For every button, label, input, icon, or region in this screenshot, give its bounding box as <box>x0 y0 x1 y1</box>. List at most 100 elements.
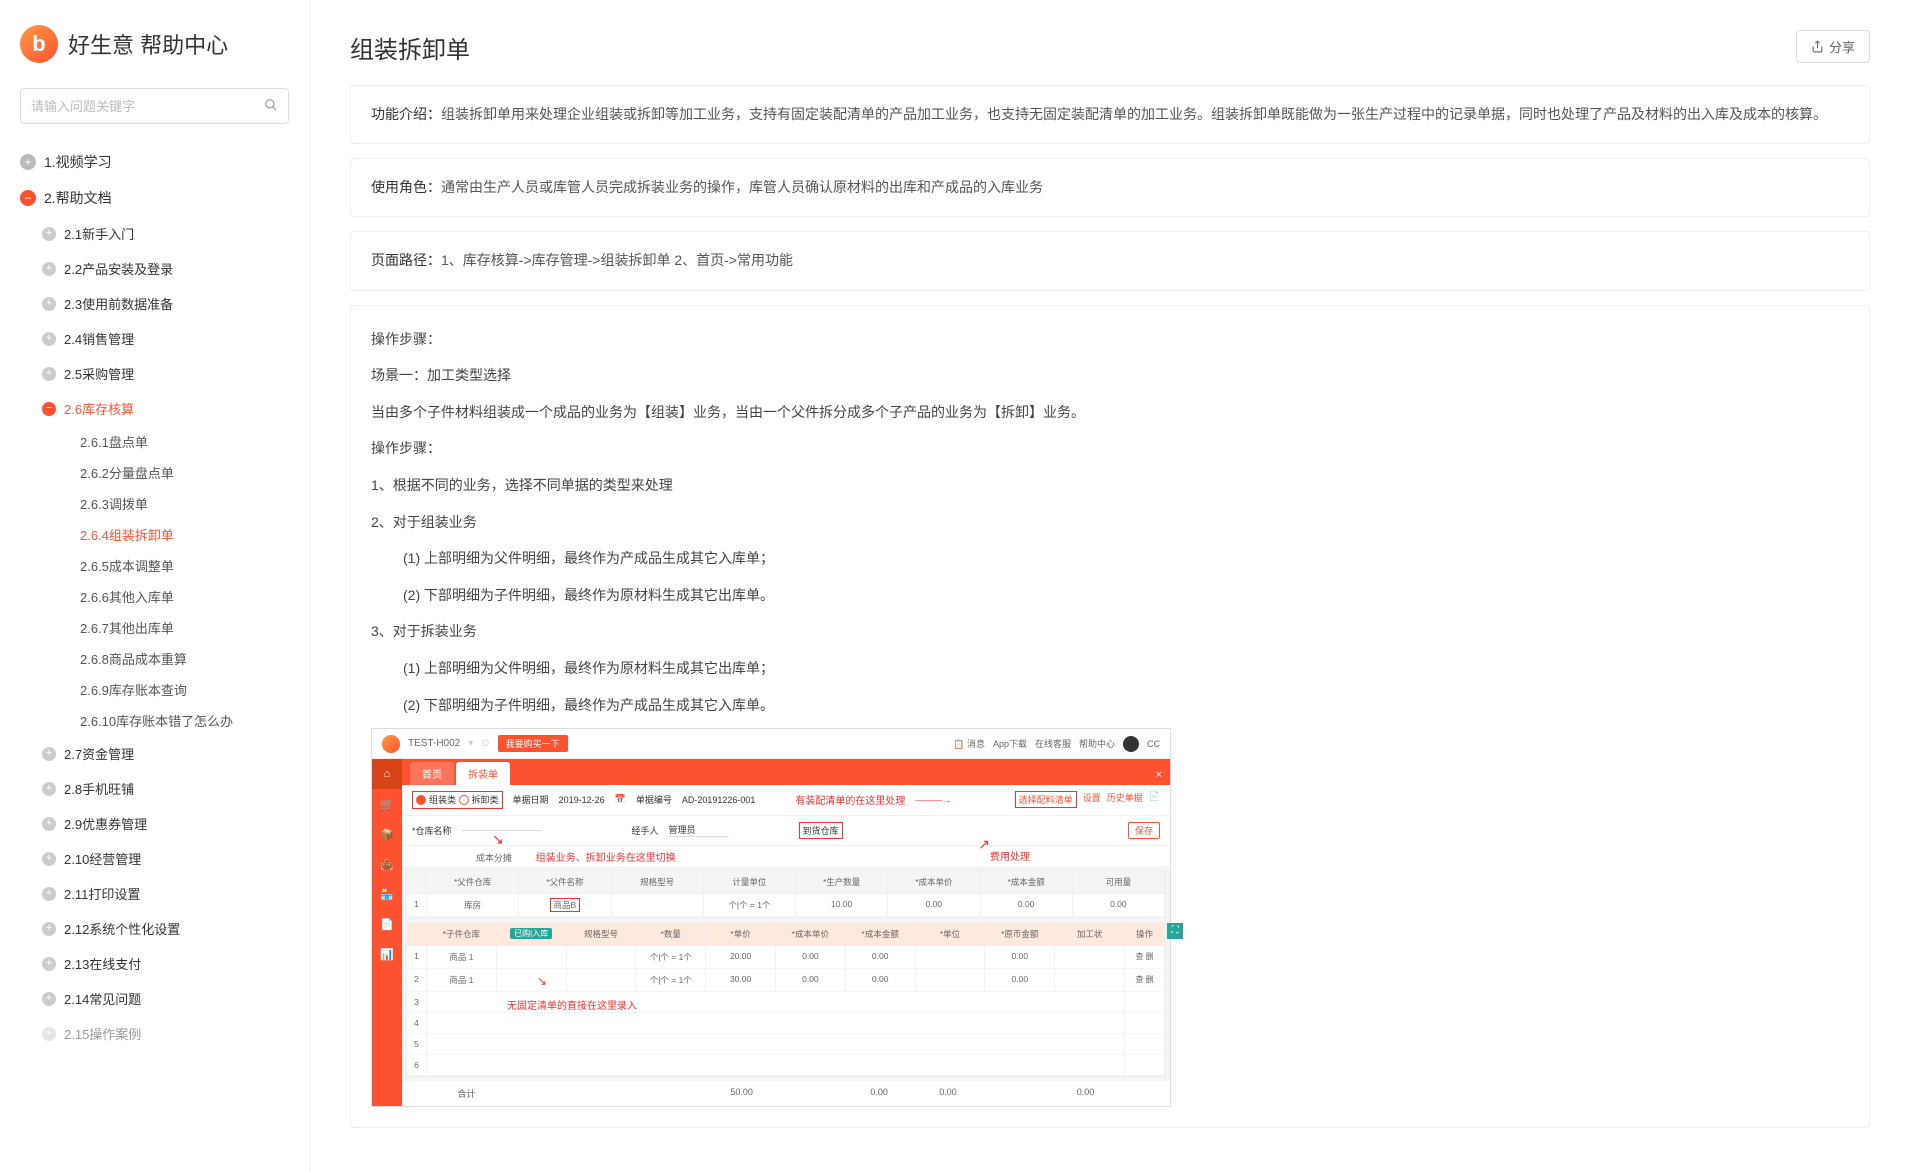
ss-save-btn: 保存 <box>1128 822 1160 839</box>
nav-l2-install[interactable]: +2.2产品安装及登录 <box>20 251 289 286</box>
ss-td <box>497 946 567 968</box>
ss-th: 规格型号 <box>612 871 704 893</box>
ss-help-link: 帮助中心 <box>1079 737 1115 750</box>
nav-l3-item[interactable]: 2.6.8商品成本重算 <box>20 643 289 674</box>
ss-th: 已购|入库 <box>497 923 567 945</box>
ss-td: 个|个 = 1个 <box>636 946 706 968</box>
nav-label: 2.6.2分量盘点单 <box>80 463 174 482</box>
ss-th: *单位 <box>916 923 986 945</box>
ss-box-icon: 📦 <box>372 819 402 849</box>
nav-label: 2.8手机旺铺 <box>64 779 134 798</box>
nav-label: 2.10经营管理 <box>64 849 141 868</box>
ss-td: 0.00 <box>888 894 980 916</box>
nav-label: 2.6.1盘点单 <box>80 432 148 451</box>
nav-l3-item[interactable]: 2.6.10库存账本错了怎么办 <box>20 705 289 736</box>
intro-box: 功能介绍：组装拆卸单用来处理企业组装或拆卸等加工业务，支持有固定装配清单的产品加… <box>350 85 1870 144</box>
nav-l1-video[interactable]: + 1.视频学习 <box>20 144 289 180</box>
share-button[interactable]: 分享 <box>1796 30 1870 63</box>
nav-l2-prep[interactable]: +2.3使用前数据准备 <box>20 286 289 321</box>
ss-test-id: TEST-H002 <box>408 738 460 749</box>
nav-l3-item[interactable]: 2.6.9库存账本查询 <box>20 674 289 705</box>
ss-annotation-1: 有装配清单的在这里处理 <box>795 792 905 807</box>
ss-th: *子件仓库 <box>427 923 497 945</box>
ss-td: 0.00 <box>985 969 1055 991</box>
nav-l2-newbie[interactable]: +2.1新手入门 <box>20 216 289 251</box>
ss-foot: 0.00 <box>914 1087 983 1100</box>
search-icon[interactable] <box>264 98 278 115</box>
nav-l2-cases[interactable]: +2.15操作案例 <box>20 1016 289 1051</box>
step-heading: 操作步骤： <box>371 435 1849 462</box>
ss-form-row-1: 组装类 拆卸类 单据日期 2019-12-26 📅 单据编号 AD-201912… <box>402 785 1170 816</box>
ss-td <box>567 946 637 968</box>
ss-td: 6 <box>407 1055 427 1075</box>
ss-th <box>407 871 427 893</box>
ss-td <box>497 969 567 991</box>
ss-handler-label: 经手人 <box>632 824 659 837</box>
nav-l3-item[interactable]: 2.6.7其他出库单 <box>20 612 289 643</box>
plus-icon: + <box>42 332 56 346</box>
ss-date-value: 2019-12-26 <box>559 795 605 805</box>
nav-l3-item[interactable]: 2.6.6其他入库单 <box>20 581 289 612</box>
nav-l3-item[interactable]: 2.6.1盘点单 <box>20 426 289 457</box>
nav-l2-pay[interactable]: +2.13在线支付 <box>20 946 289 981</box>
ss-td: 30.00 <box>706 969 776 991</box>
plus-icon: + <box>42 367 56 381</box>
ss-th: 计量单位 <box>704 871 796 893</box>
ss-parent-table: *父件仓库 *父件名称 规格型号 计量单位 *生产数量 *成本单价 *成本金额 … <box>406 870 1166 918</box>
nav-l2-sales[interactable]: +2.4销售管理 <box>20 321 289 356</box>
search-input[interactable] <box>31 99 264 114</box>
ss-th: 可用量 <box>1073 871 1165 893</box>
ss-th: *成本金额 <box>846 923 916 945</box>
ss-buy-button: 我要购买一下 <box>498 735 568 752</box>
nav-l2-system[interactable]: +2.12系统个性化设置 <box>20 911 289 946</box>
share-label: 分享 <box>1829 37 1855 56</box>
ss-foot: 合计 <box>432 1087 501 1100</box>
nav-label: 2.帮助文档 <box>44 188 112 208</box>
nav-l1-docs[interactable]: − 2.帮助文档 <box>20 180 289 216</box>
nav-l2-mobile[interactable]: +2.8手机旺铺 <box>20 771 289 806</box>
embedded-screenshot: TEST-H002 ▾ ⊙ 我要购买一下 📋 消息 App下载 在线客服 帮助中… <box>371 728 1171 1107</box>
ss-annotation-2: 组装业务、拆卸业务在这里切换 <box>536 853 676 864</box>
ss-setting-link: 设置 <box>1083 791 1101 808</box>
ss-td: 1 <box>407 946 427 968</box>
plus-icon: + <box>42 957 56 971</box>
plus-icon: + <box>42 817 56 831</box>
plus-icon: + <box>42 297 56 311</box>
ss-annot-row: 成本分摊 组装业务、拆卸业务在这里切换 ↘ 费用处理 ↗ <box>402 846 1170 866</box>
nav-label: 2.6.6其他入库单 <box>80 587 174 606</box>
nav-l2-print[interactable]: +2.11打印设置 <box>20 876 289 911</box>
nav-l3-item-active[interactable]: 2.6.4组装拆卸单 <box>20 519 289 550</box>
ss-sidebar: ⌂ 🛒 📦 👜 🏪 📄 📊 <box>372 759 402 1106</box>
ss-td: 个|个 = 1个 <box>636 969 706 991</box>
ss-topbar: TEST-H002 ▾ ⊙ 我要购买一下 📋 消息 App下载 在线客服 帮助中… <box>372 729 1170 759</box>
nav-label: 2.1新手入门 <box>64 224 134 243</box>
nav-l2-fund[interactable]: +2.7资金管理 <box>20 736 289 771</box>
ss-foot: 0.00 <box>1051 1087 1120 1100</box>
ss-td: 个|个 = 1个 <box>704 894 796 916</box>
ss-cart-icon: 🛒 <box>372 789 402 819</box>
ss-store-icon: 🏪 <box>372 879 402 909</box>
brand-title: 好生意 帮助中心 <box>68 28 228 60</box>
nav-label: 2.4销售管理 <box>64 329 134 348</box>
ss-td: 0.00 <box>981 894 1073 916</box>
nav-l3-item[interactable]: 2.6.3调拨单 <box>20 488 289 519</box>
minus-icon: − <box>42 402 56 416</box>
nav-l2-inventory[interactable]: −2.6库存核算 <box>20 391 289 426</box>
step-3: 3、对于拆装业务 <box>371 618 1849 645</box>
ss-child-table: ⛶ *子件仓库 已购|入库 规格型号 *数量 *单价 *成本单价 *成本金额 * <box>406 922 1166 1077</box>
ss-td-empty: 无固定清单的直接在这里录入 ↘ <box>427 992 1125 1012</box>
plus-icon: + <box>42 852 56 866</box>
ss-td: 商品 1 <box>427 946 497 968</box>
nav-l3-item[interactable]: 2.6.5成本调整单 <box>20 550 289 581</box>
ss-th-ops: 操作 <box>1125 923 1165 945</box>
nav-l2-business[interactable]: +2.10经营管理 <box>20 841 289 876</box>
nav-label: 2.7资金管理 <box>64 744 134 763</box>
ss-form-row-2: *仓库名称 经手人 管理员 到货仓库 保存 <box>402 816 1170 846</box>
ss-date-label: 单据日期 <box>513 793 549 806</box>
nav-l3-item[interactable]: 2.6.2分量盘点单 <box>20 457 289 488</box>
nav-l2-purchase[interactable]: +2.5采购管理 <box>20 356 289 391</box>
nav-l2-coupon[interactable]: +2.9优惠券管理 <box>20 806 289 841</box>
ss-td: 1 <box>407 894 427 916</box>
search-box[interactable] <box>20 88 289 124</box>
plus-icon: + <box>42 1027 56 1041</box>
